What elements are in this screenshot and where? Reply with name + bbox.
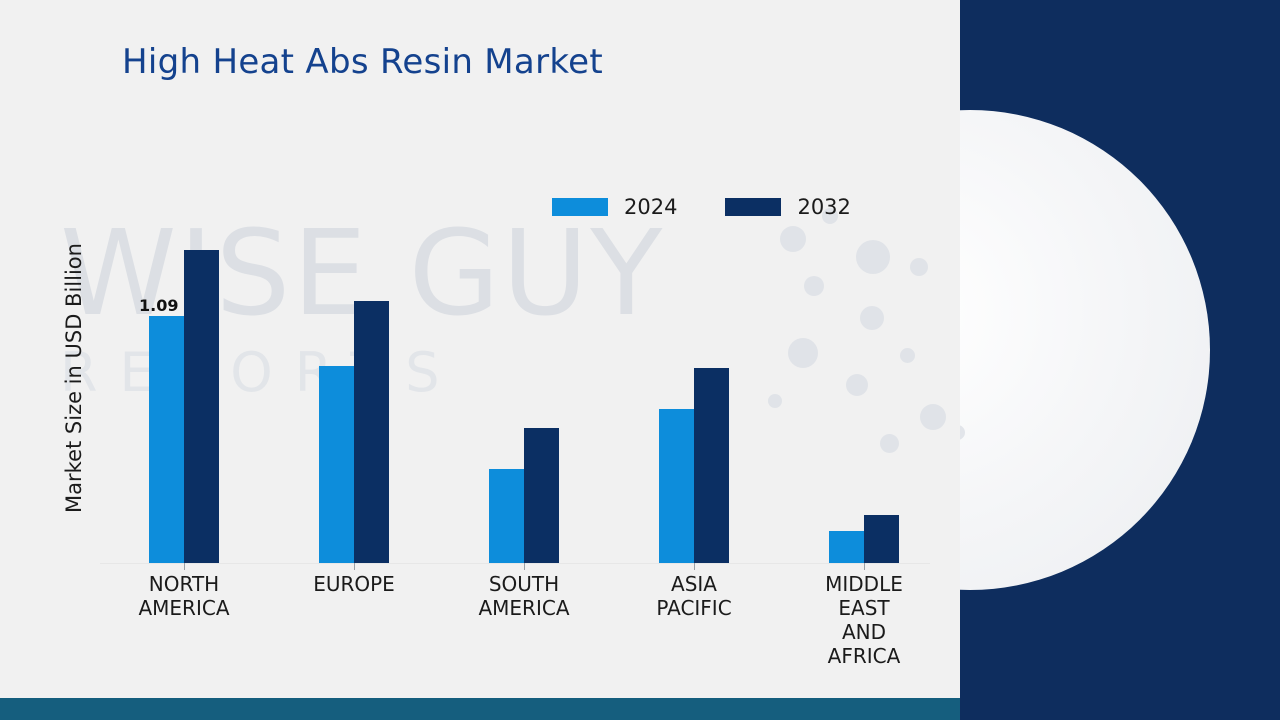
category-label-south-america-text: SOUTH AMERICA	[478, 572, 570, 620]
brand-panel: WISE GUY REPORTS	[960, 0, 1280, 720]
x-axis-line	[100, 563, 930, 564]
legend-label-2032: 2032	[797, 195, 851, 219]
category-label-south-america: SOUTH AMERICA	[444, 572, 604, 620]
axis-tick-asia-pacific	[694, 563, 695, 570]
bar-2032-europe[interactable]	[354, 301, 389, 563]
bar-2024-south-america[interactable]	[489, 469, 524, 563]
bar-value-label-north-america: 1.09	[139, 296, 179, 315]
y-axis-label-text: Market Size in USD Billion	[62, 243, 87, 513]
category-label-europe: EUROPE	[274, 572, 434, 596]
axis-tick-europe	[354, 563, 355, 570]
y-axis-label: Market Size in USD Billion	[52, 188, 96, 568]
axis-tick-north-america	[184, 563, 185, 570]
bar-2032-south-america[interactable]	[524, 428, 559, 563]
legend-label-2024: 2024	[624, 195, 678, 219]
legend-item-2032[interactable]: 2032	[725, 195, 851, 219]
category-label-europe-text: EUROPE	[313, 572, 395, 596]
category-label-north-america-text: NORTH AMERICA	[138, 572, 230, 620]
category-label-middle-east-and-africa: MIDDLE EAST AND AFRICA	[784, 572, 944, 668]
bar-2024-europe[interactable]	[319, 366, 354, 563]
category-label-middle-east-and-africa-text: MIDDLE EAST AND AFRICA	[825, 572, 903, 668]
category-label-asia-pacific-text: ASIA PACIFIC	[656, 572, 732, 620]
axis-tick-south-america	[524, 563, 525, 570]
category-label-asia-pacific: ASIA PACIFIC	[614, 572, 774, 620]
page-title: High Heat Abs Resin Market	[122, 42, 603, 82]
bottom-accent-strip	[0, 698, 960, 720]
legend-item-2024[interactable]: 2024	[552, 195, 677, 219]
bar-2024-asia-pacific[interactable]	[659, 409, 694, 563]
bar-2024-middle-east-and-africa[interactable]	[829, 531, 864, 563]
bar-2032-asia-pacific[interactable]	[694, 368, 729, 563]
chart-legend: 2024 2032	[552, 195, 899, 219]
bar-2032-north-america[interactable]	[184, 250, 219, 563]
bar-chart: Market Size in USD Billion 2024 2032 1.0…	[52, 188, 944, 668]
category-label-north-america: NORTH AMERICA	[104, 572, 264, 620]
brand-panel-dots	[960, 160, 1120, 580]
bar-2032-middle-east-and-africa[interactable]	[864, 515, 899, 563]
legend-swatch-2024	[552, 198, 608, 216]
legend-swatch-2032	[725, 198, 782, 216]
bar-2024-north-america[interactable]	[149, 316, 184, 563]
axis-tick-middle-east-and-africa	[864, 563, 865, 570]
